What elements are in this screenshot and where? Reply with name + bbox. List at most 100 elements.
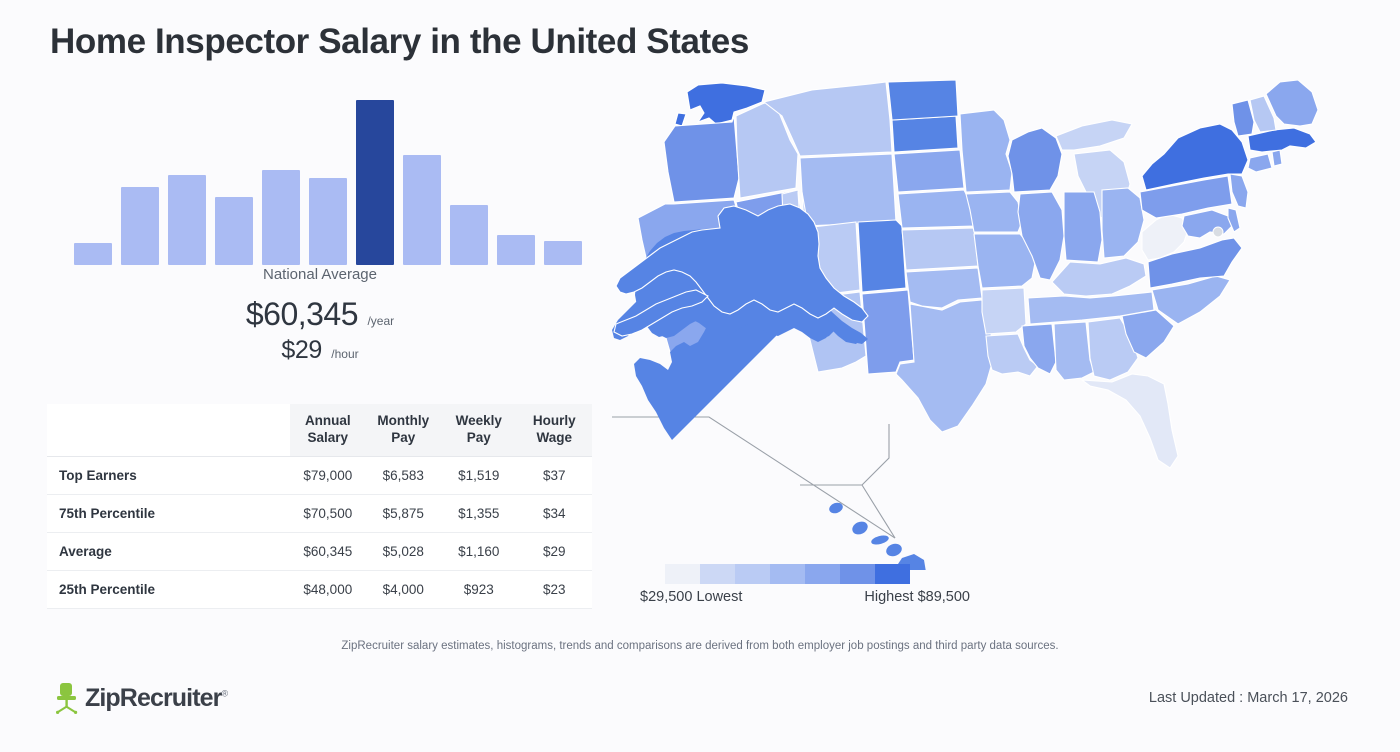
state-AK-peninsula[interactable]	[613, 289, 709, 337]
legend-swatch	[840, 564, 875, 584]
table-header-row: Annual Salary Monthly Pay Weekly Pay Hou…	[47, 404, 592, 457]
state-MA[interactable]	[1247, 127, 1317, 153]
histogram-bar	[215, 197, 253, 265]
row-label: 25th Percentile	[47, 570, 291, 609]
state-AR[interactable]	[981, 287, 1027, 335]
state-DE[interactable]	[1227, 207, 1241, 233]
annual-average-row: $60,345 /year	[50, 296, 590, 333]
state-CO[interactable]	[857, 219, 907, 293]
state-NC[interactable]	[1151, 275, 1231, 325]
state-ND-top[interactable]	[887, 80, 959, 121]
state-HI-molokai[interactable]	[870, 534, 889, 546]
state-WI[interactable]	[1007, 127, 1063, 193]
table-row: Top Earners $79,000 $6,583 $1,519 $37	[47, 456, 592, 495]
cell-weekly-pay: $1,355	[441, 494, 517, 533]
hourly-average-value: $29	[281, 336, 322, 364]
state-TN[interactable]	[1027, 291, 1155, 325]
cell-hourly-wage: $29	[516, 532, 592, 571]
cell-monthly-pay: $6,583	[365, 456, 442, 495]
row-label: Average	[47, 532, 291, 571]
state-WY[interactable]	[799, 153, 897, 227]
state-HI-group[interactable]	[828, 501, 926, 570]
dc-marker[interactable]	[1212, 226, 1224, 238]
ziprecruiter-logo[interactable]: ZipRecruiter®	[55, 682, 228, 714]
registered-trademark-mark: ®	[221, 688, 228, 699]
state-HI-kauai[interactable]	[828, 501, 845, 515]
state-VT[interactable]	[1231, 99, 1255, 137]
cell-monthly-pay: $4,000	[365, 570, 442, 609]
map-svg	[612, 80, 1319, 570]
state-SD[interactable]	[893, 149, 965, 193]
cell-annual-salary: $70,500	[290, 494, 366, 533]
state-AL[interactable]	[1053, 321, 1095, 381]
legend-swatch	[770, 564, 805, 584]
state-MN[interactable]	[959, 109, 1013, 193]
histogram-bar	[497, 235, 535, 265]
state-NE[interactable]	[897, 189, 975, 229]
cell-hourly-wage: $34	[516, 494, 592, 533]
histogram-bar	[74, 243, 112, 265]
cell-annual-salary: $48,000	[290, 570, 366, 609]
state-KY[interactable]	[1051, 257, 1147, 297]
legend-low-label: $29,500 Lowest	[640, 589, 743, 605]
cell-weekly-pay: $923	[441, 570, 517, 609]
cell-hourly-wage: $23	[516, 570, 592, 609]
state-HI-maui[interactable]	[884, 542, 903, 559]
state-VA[interactable]	[1147, 237, 1243, 289]
state-OH[interactable]	[1101, 187, 1145, 259]
state-TX[interactable]	[895, 299, 995, 433]
state-MD[interactable]	[1181, 209, 1233, 239]
last-updated-text: Last Updated : March 17, 2026	[1148, 690, 1348, 706]
column-header-weekly-pay: Weekly Pay	[441, 404, 517, 457]
state-LA[interactable]	[985, 333, 1039, 377]
state-MT[interactable]	[762, 81, 893, 157]
column-header-hourly-wage: Hourly Wage	[516, 404, 592, 457]
state-RI[interactable]	[1271, 149, 1283, 167]
annual-average-value: $60,345	[245, 296, 359, 332]
histogram-bar	[262, 170, 300, 265]
cell-weekly-pay: $1,160	[441, 532, 517, 571]
state-CT[interactable]	[1247, 153, 1273, 173]
state-IN[interactable]	[1063, 191, 1103, 263]
legend-swatch	[875, 564, 910, 584]
table-corner-cell	[47, 404, 291, 457]
legend-swatch	[735, 564, 770, 584]
column-header-monthly-pay: Monthly Pay	[365, 404, 442, 457]
legend-swatch	[700, 564, 735, 584]
national-average-label: National Average	[263, 266, 377, 283]
state-IL[interactable]	[1017, 191, 1065, 281]
state-ME[interactable]	[1265, 80, 1319, 127]
state-ND[interactable]	[891, 115, 959, 153]
state-FL[interactable]	[1080, 373, 1179, 469]
state-NJ[interactable]	[1229, 173, 1249, 209]
cell-monthly-pay: $5,028	[365, 532, 442, 571]
state-MS[interactable]	[1021, 323, 1057, 375]
state-PA[interactable]	[1139, 175, 1233, 219]
cell-annual-salary: $79,000	[290, 456, 366, 495]
state-HI-oahu[interactable]	[850, 519, 870, 537]
table-header: Annual Salary Monthly Pay Weekly Pay Hou…	[47, 404, 592, 457]
state-KS[interactable]	[901, 227, 979, 271]
table-row: 25th Percentile $48,000 $4,000 $923 $23	[47, 570, 592, 609]
histogram-bar	[309, 178, 347, 265]
page-title: Home Inspector Salary in the United Stat…	[50, 22, 749, 61]
histogram-bar	[450, 205, 488, 265]
state-SC[interactable]	[1121, 309, 1175, 359]
hourly-average-unit: /hour	[331, 347, 359, 361]
table-row: 75th Percentile $70,500 $5,875 $1,355 $34	[47, 494, 592, 533]
state-NY[interactable]	[1141, 123, 1249, 191]
state-IA[interactable]	[965, 191, 1023, 233]
histogram-bar	[168, 175, 206, 265]
table-row: Average $60,345 $5,028 $1,160 $29	[47, 532, 592, 571]
state-NH[interactable]	[1249, 95, 1277, 133]
logo-wordmark: ZipRecruiter®	[85, 684, 228, 713]
state-AK-shape[interactable]	[615, 203, 869, 323]
histogram-bar	[403, 155, 441, 265]
map-legend-labels: $29,500 Lowest Highest $89,500	[640, 589, 970, 605]
state-NM[interactable]	[861, 289, 915, 375]
state-OR[interactable]	[663, 115, 740, 203]
hawaii-inset-boundary	[800, 424, 896, 539]
state-OK[interactable]	[905, 267, 983, 309]
map-legend-swatches	[665, 564, 910, 584]
